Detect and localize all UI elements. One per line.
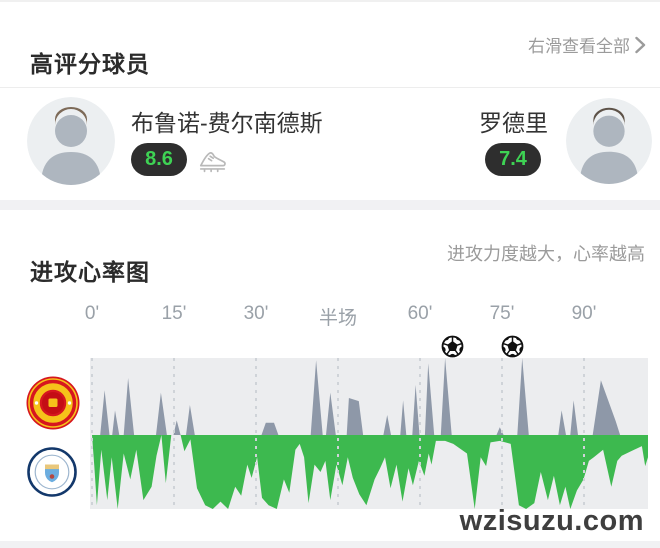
avatar: [566, 98, 652, 184]
axis-tick-label: 30': [243, 303, 269, 324]
axis-tick-label: 0': [84, 303, 100, 324]
axis-tick-label: 60': [407, 303, 433, 324]
chevron-right-icon: [634, 36, 646, 54]
manchester-city-logo: [27, 447, 77, 502]
avatar: [27, 97, 115, 185]
section-divider: [0, 200, 660, 210]
axis-tick-label: 75': [489, 303, 515, 324]
attack-heart-rate-chart: [90, 358, 648, 509]
boot-icon: [197, 145, 229, 180]
soccer-ball-icon: [501, 335, 524, 358]
header-divider: [0, 87, 660, 88]
view-all-label: 右滑查看全部: [528, 37, 630, 56]
player-name: 布鲁诺-费尔南德斯: [131, 110, 323, 136]
view-all-link[interactable]: 右滑查看全部: [528, 32, 646, 57]
axis-tick-label: 90': [571, 303, 597, 324]
top-divider: [0, 0, 660, 2]
attack-section-title: 进攻心率图: [30, 259, 150, 286]
bottom-divider: [0, 541, 660, 548]
series-manchester-city-logo: [90, 435, 648, 509]
players-section-title: 高评分球员: [30, 51, 150, 78]
player-name: 罗德里: [479, 110, 548, 136]
manchester-united-logo: [26, 376, 80, 435]
soccer-ball-icon: [441, 335, 464, 358]
axis-tick-label: 15': [161, 303, 187, 324]
attack-section-subtitle: 进攻力度越大，心率越高: [447, 244, 645, 264]
watermark: wzisuzu.com: [459, 505, 644, 537]
rating-badge: 8.6: [131, 143, 187, 176]
rating-badge: 7.4: [485, 143, 541, 176]
axis-tick-label: 半场: [318, 308, 357, 329]
